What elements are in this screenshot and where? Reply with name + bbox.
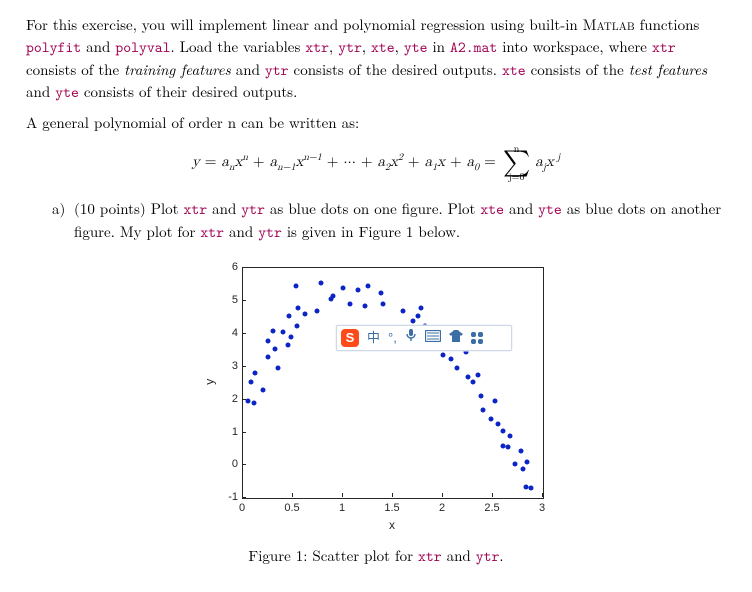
data-point bbox=[489, 417, 494, 422]
y-tick-label: -1 bbox=[214, 490, 238, 506]
data-point bbox=[276, 366, 281, 371]
data-point bbox=[416, 313, 421, 318]
data-point bbox=[295, 323, 300, 328]
data-point bbox=[303, 312, 308, 317]
data-point bbox=[281, 330, 286, 335]
data-point bbox=[493, 399, 498, 404]
y-tick-label: 4 bbox=[214, 326, 238, 342]
data-point bbox=[319, 281, 324, 286]
data-point bbox=[513, 461, 518, 466]
y-tick-label: 1 bbox=[214, 425, 238, 441]
ime-keyboard-icon[interactable] bbox=[425, 329, 441, 348]
data-point bbox=[455, 366, 460, 371]
part-a-marker: a) bbox=[52, 198, 65, 220]
data-point bbox=[471, 379, 476, 384]
polynomial-equation: y = anxn + an−1xn−1 + ··· + a2x2 + a1x +… bbox=[26, 144, 726, 182]
data-point bbox=[286, 343, 291, 348]
data-point bbox=[287, 313, 292, 318]
data-point bbox=[506, 445, 511, 450]
y-tick-label: 3 bbox=[214, 359, 238, 375]
data-point bbox=[481, 407, 486, 412]
scatter-chart: y x S 中 °, -1012345600.511.522.53 bbox=[196, 261, 556, 531]
plot-area bbox=[242, 267, 544, 499]
intro-paragraph-1: For this exercise, you will implement li… bbox=[26, 14, 726, 104]
data-point bbox=[273, 346, 278, 351]
data-point bbox=[381, 302, 386, 307]
figure-caption: Figure 1: Scatter plot for xtr and ytr. bbox=[186, 545, 566, 568]
data-point bbox=[366, 284, 371, 289]
data-point bbox=[348, 302, 353, 307]
data-point bbox=[496, 422, 501, 427]
data-point bbox=[296, 305, 301, 310]
data-point bbox=[401, 308, 406, 313]
part-a: a) (10 points) Plot xtr and ytr as blue … bbox=[52, 198, 726, 244]
data-point bbox=[331, 294, 336, 299]
x-tick-label: 1 bbox=[339, 501, 345, 517]
data-point bbox=[476, 373, 481, 378]
x-tick-label: 0.5 bbox=[284, 501, 299, 517]
data-point bbox=[363, 304, 368, 309]
data-point bbox=[419, 305, 424, 310]
y-tick-label: 2 bbox=[214, 392, 238, 408]
y-tick-label: 5 bbox=[214, 293, 238, 309]
data-point bbox=[379, 290, 384, 295]
data-point bbox=[449, 356, 454, 361]
x-axis-label: x bbox=[242, 517, 542, 534]
data-point bbox=[253, 371, 258, 376]
data-point bbox=[271, 328, 276, 333]
data-point bbox=[519, 448, 524, 453]
x-tick-label: 3 bbox=[539, 501, 545, 517]
ime-skin-icon[interactable] bbox=[449, 329, 463, 348]
y-tick-label: 6 bbox=[214, 260, 238, 276]
data-point bbox=[479, 394, 484, 399]
ime-punct-icon[interactable]: °, bbox=[388, 329, 397, 348]
ime-mic-icon[interactable] bbox=[405, 328, 417, 348]
ime-logo-icon[interactable]: S bbox=[341, 329, 359, 347]
x-tick-label: 1.5 bbox=[384, 501, 399, 517]
ime-toolbox-icon[interactable] bbox=[471, 332, 483, 344]
data-point bbox=[294, 284, 299, 289]
y-tick-label: 0 bbox=[214, 457, 238, 473]
data-point bbox=[266, 354, 271, 359]
data-point bbox=[525, 460, 530, 465]
data-point bbox=[261, 387, 266, 392]
data-point bbox=[466, 374, 471, 379]
data-point bbox=[315, 308, 320, 313]
data-point bbox=[508, 433, 513, 438]
data-point bbox=[356, 287, 361, 292]
x-tick-label: 2 bbox=[439, 501, 445, 517]
x-tick-label: 0 bbox=[239, 501, 245, 517]
data-point bbox=[252, 400, 257, 405]
data-point bbox=[266, 338, 271, 343]
intro-p2-text: A general polynomial of order n can be w… bbox=[26, 112, 359, 133]
x-tick-label: 2.5 bbox=[484, 501, 499, 517]
ime-lang-icon[interactable]: 中 bbox=[367, 329, 380, 348]
data-point bbox=[529, 486, 534, 491]
data-point bbox=[289, 335, 294, 340]
data-point bbox=[521, 466, 526, 471]
ime-toolbar[interactable]: S 中 °, bbox=[336, 325, 512, 351]
data-point bbox=[249, 379, 254, 384]
figure-1: y x S 中 °, -1012345600.511.522.53 bbox=[186, 261, 566, 568]
part-a-text: (10 points) Plot xtr and ytr as blue dot… bbox=[74, 198, 721, 242]
data-point bbox=[501, 428, 506, 433]
data-point bbox=[341, 285, 346, 290]
data-point bbox=[441, 353, 446, 358]
data-point bbox=[411, 318, 416, 323]
data-point bbox=[246, 399, 251, 404]
intro-paragraph-2: A general polynomial of order n can be w… bbox=[26, 112, 726, 134]
